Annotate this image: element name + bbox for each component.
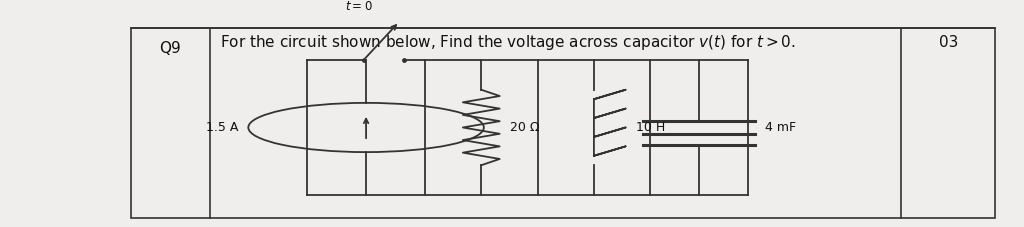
Text: $t=0$: $t=0$ (344, 0, 373, 13)
Text: Q9: Q9 (160, 41, 181, 56)
Text: 1.5 A: 1.5 A (206, 121, 238, 134)
Text: 20 Ω: 20 Ω (510, 121, 540, 134)
Text: 03: 03 (939, 35, 957, 50)
Text: 4 mF: 4 mF (766, 121, 797, 134)
Bar (131, 28, 995, 218)
Text: For the circuit shown below, Find the voltage across capacitor $v(t)$ for $t > 0: For the circuit shown below, Find the vo… (220, 33, 796, 52)
Text: 10 H: 10 H (636, 121, 665, 134)
